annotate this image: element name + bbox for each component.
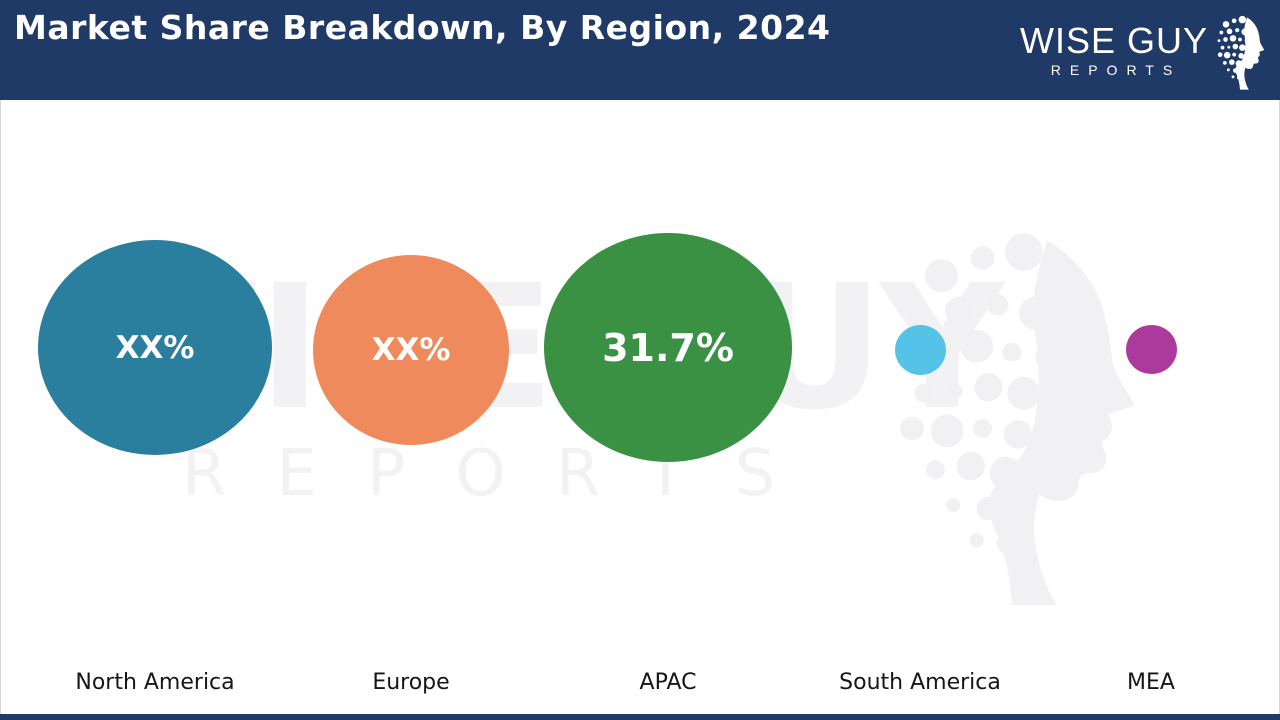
bubble-value-label: XX%	[371, 332, 451, 368]
category-label-north-america: North America	[75, 670, 235, 695]
wiseguy-logo: WISE GUY REPORTS	[1020, 6, 1268, 94]
bubble-value-label: XX%	[115, 329, 195, 366]
logo-subtitle: REPORTS	[1050, 62, 1182, 79]
logo-wordmark: WISE GUY	[1019, 19, 1208, 61]
bubble-mea	[1126, 325, 1177, 374]
bubble-north-america: XX%	[38, 240, 272, 455]
left-border	[0, 100, 1, 714]
bubble-south-america	[895, 325, 946, 375]
category-label-mea: MEA	[1127, 670, 1175, 695]
watermark-head-icon	[899, 233, 1135, 605]
wiseguy-head-icon	[1217, 15, 1265, 90]
footer-bar	[0, 714, 1280, 720]
header-bar: Market Share Breakdown, By Region, 2024 …	[0, 0, 1280, 100]
bubble-europe: XX%	[313, 255, 509, 445]
watermark-subtitle: REPORTS	[182, 437, 826, 511]
bubble-value-label: 31.7%	[602, 325, 734, 370]
category-label-apac: APAC	[639, 670, 697, 695]
bubble-apac: 31.7%	[544, 233, 792, 462]
wiseguy-logo-text: WISE GUY REPORTS	[1019, 19, 1208, 79]
category-label-europe: Europe	[372, 670, 450, 695]
page-title: Market Share Breakdown, By Region, 2024	[14, 8, 831, 47]
category-label-south-america: South America	[839, 670, 1001, 695]
